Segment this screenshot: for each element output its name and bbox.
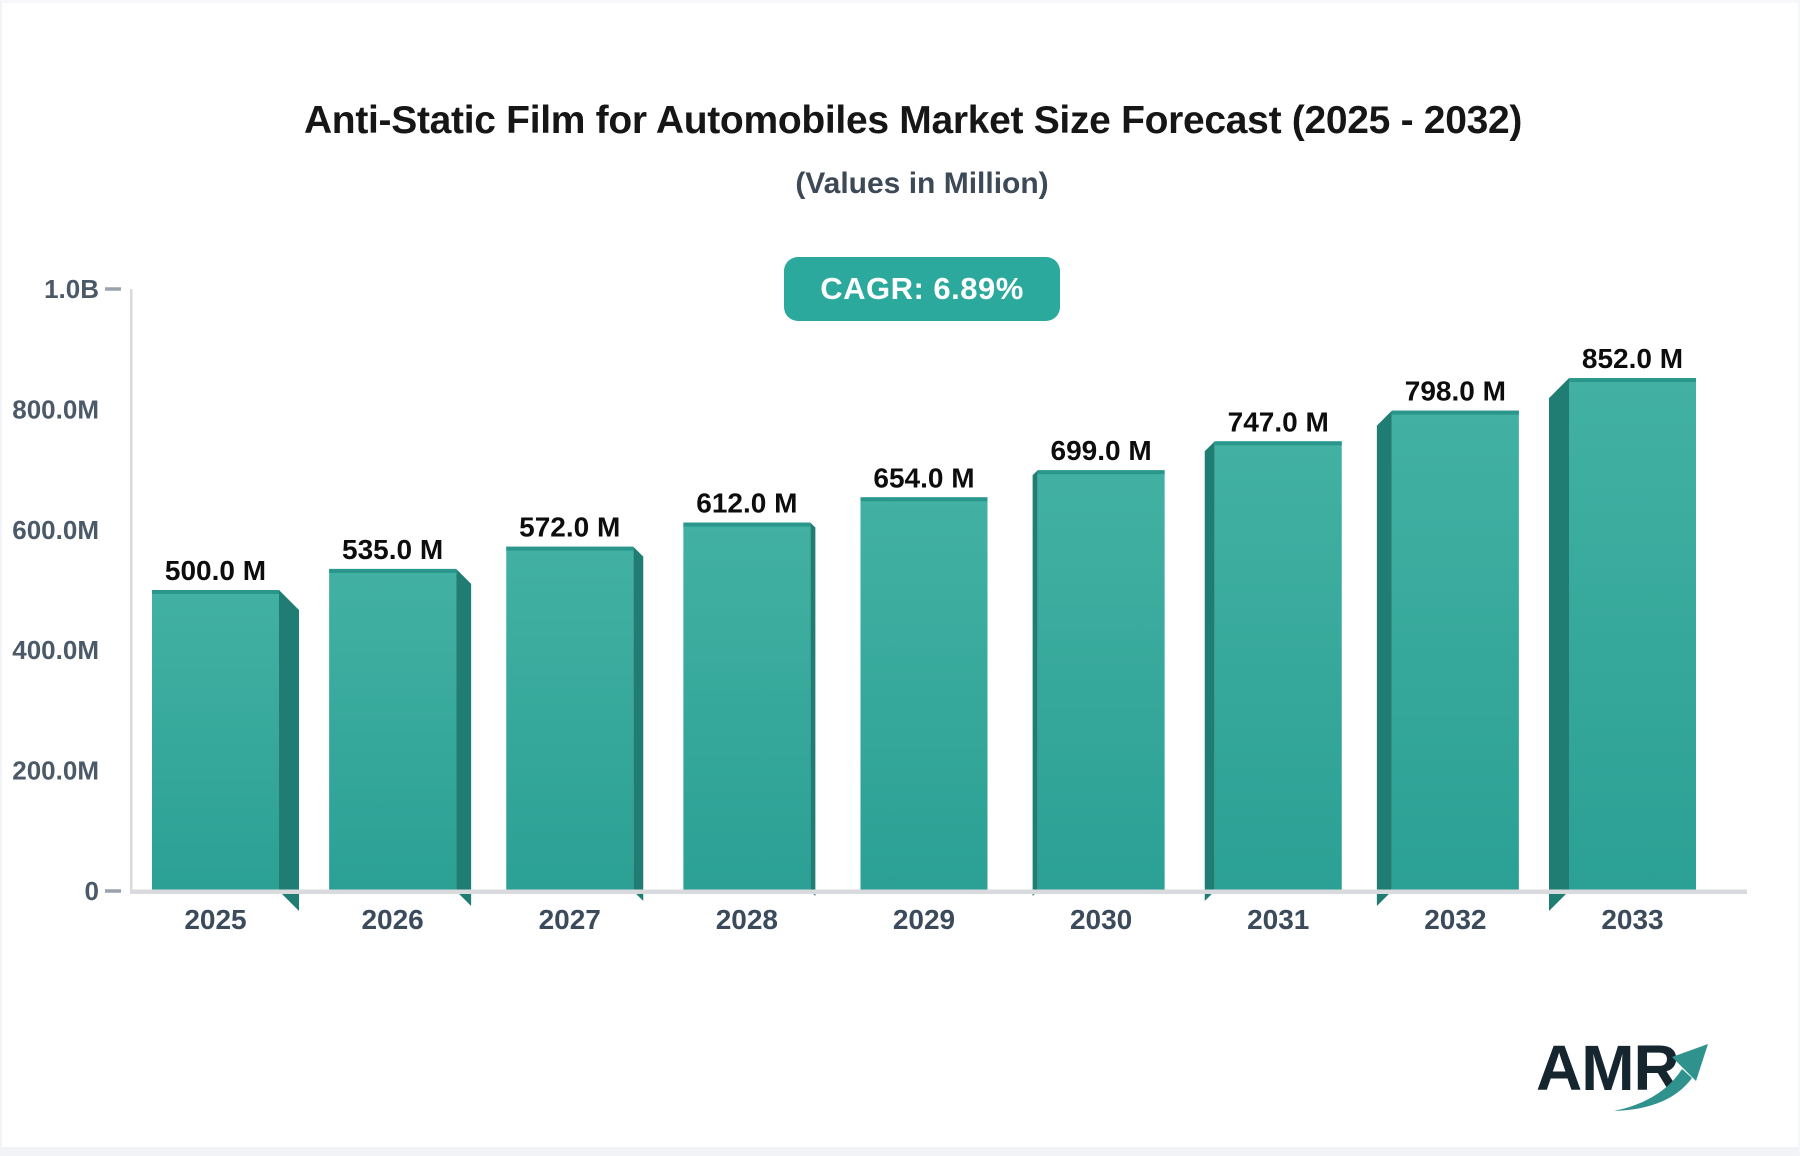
- bar-side-face-2033: [1549, 378, 1569, 911]
- x-axis-category-label: 2027: [539, 904, 601, 935]
- y-axis-line: [130, 289, 133, 893]
- bar-2026: [329, 568, 457, 891]
- bar-side-face-2026: [456, 568, 472, 906]
- bar-top-edge-2031: [1214, 441, 1342, 446]
- cagr-badge: CAGR: 6.89%: [784, 257, 1060, 321]
- cagr-badge-row: CAGR: 6.89%: [2, 257, 1798, 321]
- bar-2031: [1214, 441, 1342, 891]
- y-axis-tick-label: 400.0M: [12, 635, 99, 665]
- bar-side-face-2027: [633, 546, 644, 901]
- bar-side-face-2032: [1376, 410, 1392, 906]
- trend-up-arrow-icon: [1614, 1044, 1708, 1111]
- bar-value-label: 747.0 M: [1228, 406, 1329, 437]
- x-axis-category-label: 2031: [1247, 904, 1309, 935]
- x-axis-category-label: 2032: [1424, 904, 1486, 935]
- bar-top-edge-2027: [506, 546, 634, 551]
- bar-value-label: 654.0 M: [873, 462, 974, 493]
- y-axis-tick: [105, 287, 121, 291]
- bar-value-label: 572.0 M: [519, 512, 620, 543]
- y-axis-tick-label: 800.0M: [12, 394, 99, 424]
- x-axis-category-label: 2033: [1601, 904, 1663, 935]
- bar-top-edge-2032: [1391, 410, 1519, 415]
- bar-value-label: 535.0 M: [342, 534, 443, 565]
- bar-side-face-2030: [1032, 470, 1038, 896]
- bar-chart-canvas: 500.0 M 535.0 M 572.0 M 612.0 M 654.0 M 699.0…: [12, 274, 1747, 935]
- chart-subtitle: (Values in Million): [795, 167, 1049, 200]
- x-axis-category-label: 2028: [716, 904, 778, 935]
- amr-logo: AMR: [1530, 1031, 1730, 1123]
- bar-top-edge-2028: [683, 522, 811, 527]
- bar-2030: [1037, 470, 1165, 891]
- y-axis-tick: [105, 889, 121, 893]
- amr-logo-text: AMR: [1536, 1032, 1680, 1104]
- bar-2033: [1569, 378, 1696, 891]
- bar-2025: [152, 590, 279, 891]
- bar-top-edge-2025: [152, 590, 279, 594]
- bar-2029: [860, 497, 988, 891]
- bar-side-face-2028: [810, 522, 816, 896]
- bar-2027: [506, 546, 634, 891]
- x-axis-category-label: 2029: [893, 904, 955, 935]
- x-axis-category-label: 2025: [184, 904, 246, 935]
- y-axis-tick-label: 0: [85, 876, 99, 906]
- bar-value-label: 500.0 M: [165, 555, 266, 586]
- x-axis-line: [130, 889, 1747, 894]
- bar-top-edge-2030: [1037, 470, 1165, 475]
- bar-value-label: 852.0 M: [1582, 343, 1683, 374]
- y-axis-tick-label: 1.0B: [44, 274, 99, 304]
- bar-value-label: 612.0 M: [696, 488, 797, 519]
- bar-top-edge-2033: [1569, 378, 1696, 383]
- chart-title: Anti-Static Film for Automobiles Market …: [303, 99, 1523, 142]
- bar-2028: [683, 522, 811, 891]
- bar-value-label: 699.0 M: [1051, 435, 1152, 466]
- bar-side-face-2025: [279, 590, 299, 911]
- x-axis-category-label: 2030: [1070, 904, 1132, 935]
- bar-2032: [1391, 410, 1519, 891]
- bar-top-edge-2029: [860, 497, 988, 502]
- bar-value-label: 798.0 M: [1405, 376, 1506, 407]
- y-axis-tick-label: 200.0M: [12, 756, 99, 786]
- y-axis-tick-label: 600.0M: [12, 515, 99, 545]
- bar-top-edge-2026: [329, 568, 457, 573]
- x-axis-category-label: 2026: [361, 904, 423, 935]
- bar-side-face-2031: [1204, 441, 1215, 901]
